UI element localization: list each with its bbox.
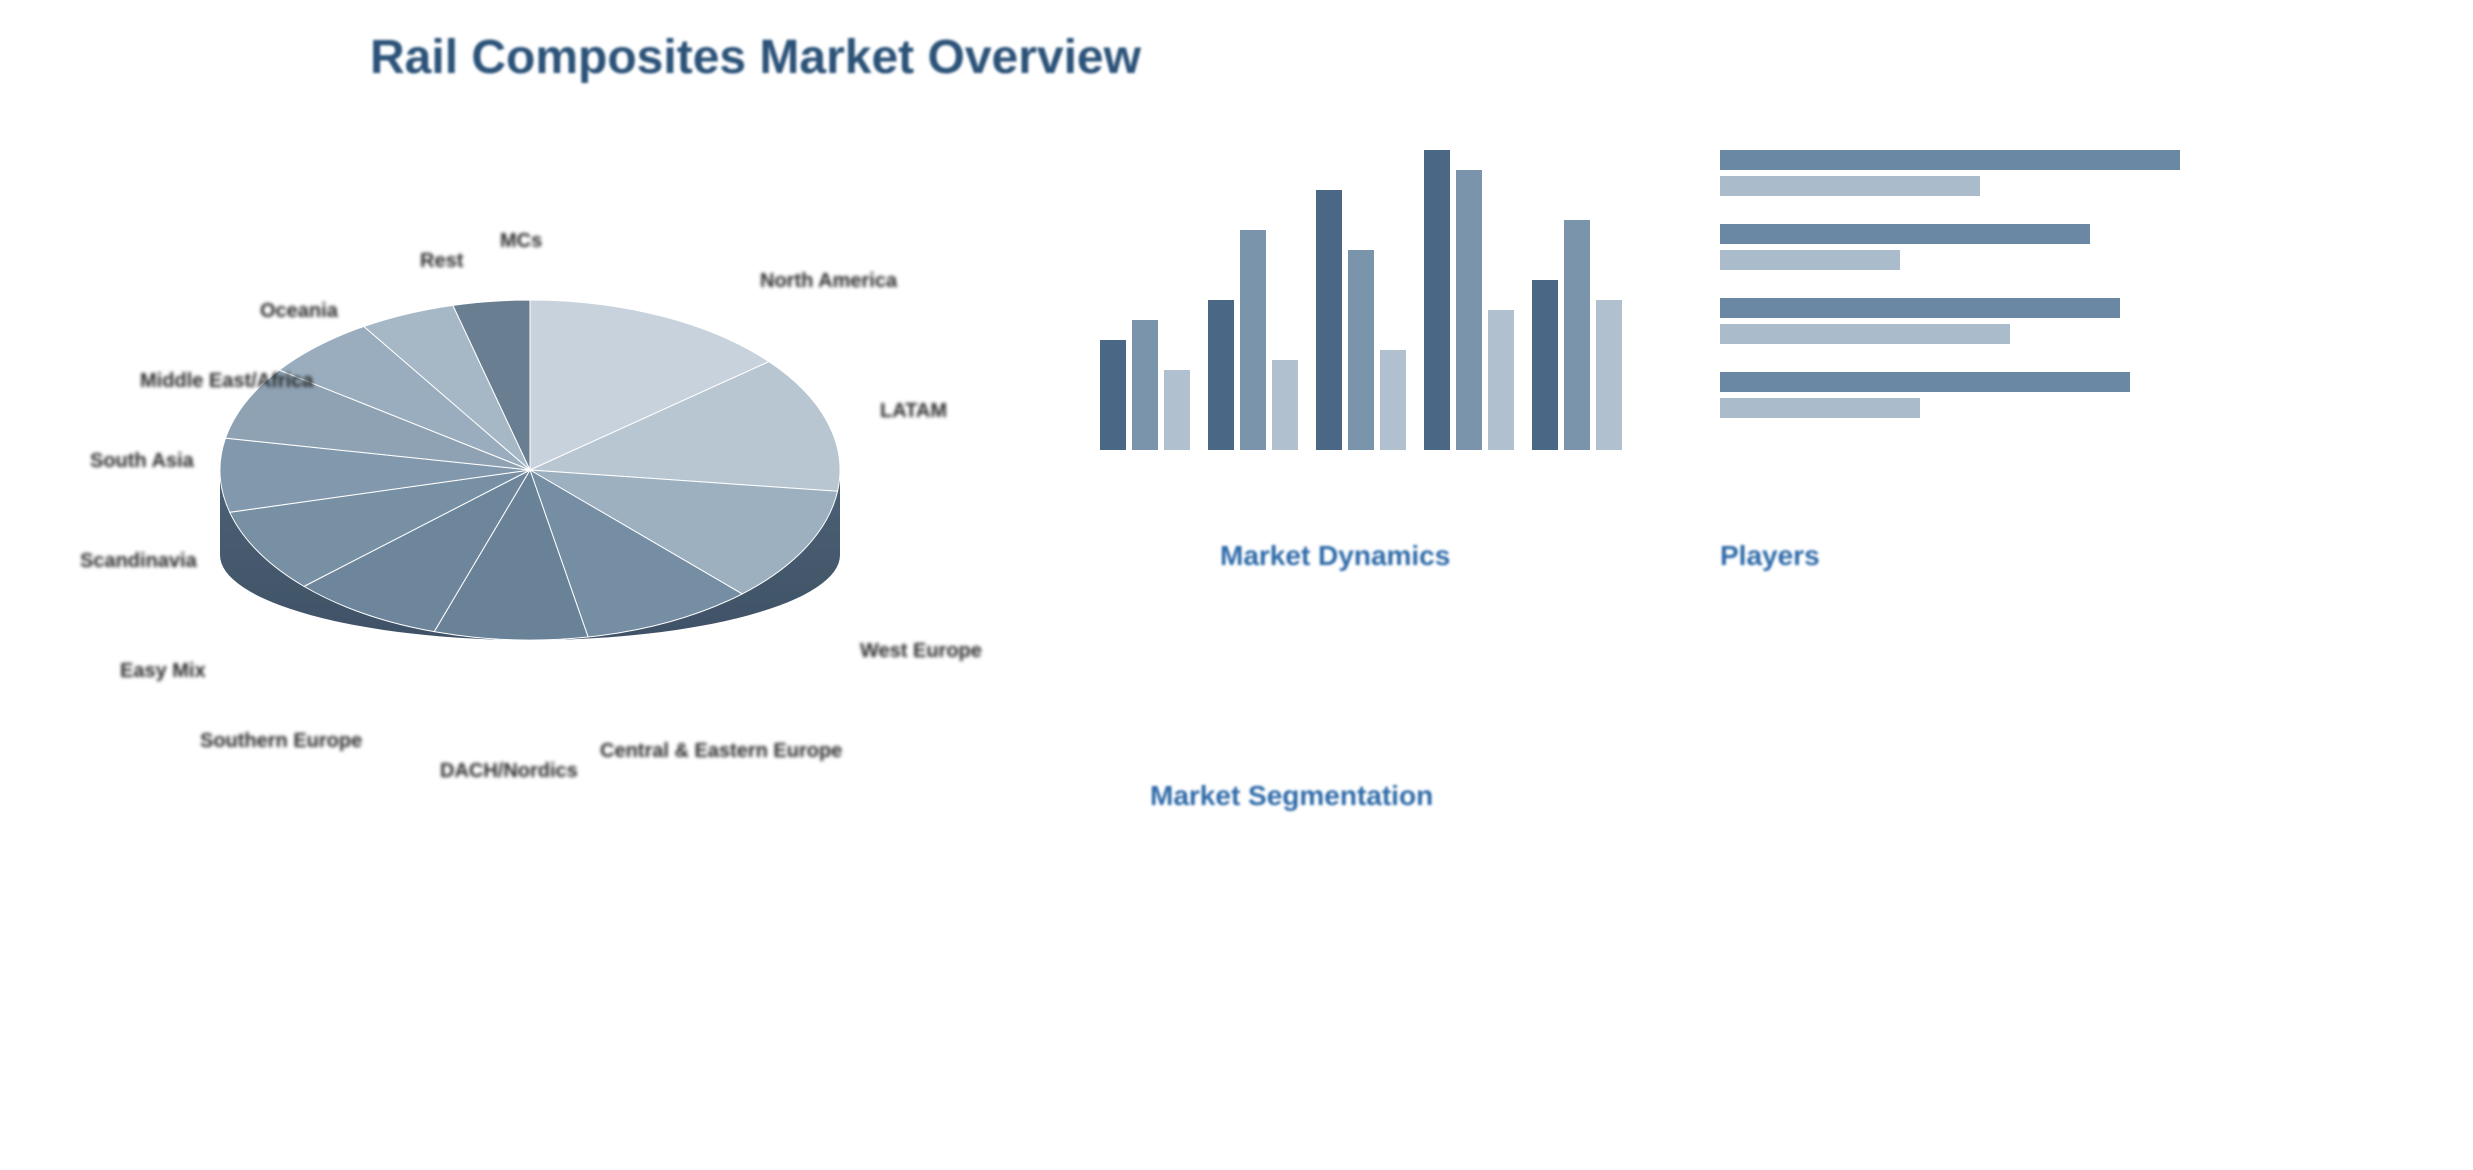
- page-title: Rail Composites Market Overview: [370, 30, 1141, 85]
- bar-chart-dynamics: [1100, 130, 1600, 450]
- label-players: Players: [1720, 540, 1820, 572]
- pie-chart-regions: MCsNorth AmericaLATAMWest EuropeCentral …: [80, 240, 980, 940]
- hbar: [1720, 398, 1920, 418]
- pie-top-svg: [220, 300, 840, 640]
- pie-slice-label: North America: [760, 270, 897, 293]
- bar: [1348, 250, 1374, 450]
- bar-group: [1424, 150, 1514, 450]
- hbar: [1720, 176, 1980, 196]
- pie-slice-label: West Europe: [860, 640, 982, 663]
- hbar-group: [1720, 298, 2220, 344]
- bar: [1208, 300, 1234, 450]
- hbar: [1720, 324, 2010, 344]
- pie-slice-label: Middle East/Africa: [140, 370, 313, 393]
- bar: [1132, 320, 1158, 450]
- pie-slice-label: Southern Europe: [200, 730, 362, 753]
- bar: [1564, 220, 1590, 450]
- hbar: [1720, 150, 2180, 170]
- pie-slice-label: Rest: [420, 250, 463, 273]
- bar-group: [1316, 190, 1406, 450]
- pie-slice-label: Oceania: [260, 300, 338, 323]
- pie-slice-label: Easy Mix: [120, 660, 206, 683]
- pie-slice-label: Scandinavia: [80, 550, 197, 573]
- bar: [1488, 310, 1514, 450]
- hbar: [1720, 298, 2120, 318]
- bar: [1316, 190, 1342, 450]
- pie-slice-label: LATAM: [880, 400, 947, 423]
- pie-slice-label: DACH/Nordics: [440, 760, 578, 783]
- bar: [1532, 280, 1558, 450]
- hbar-group: [1720, 150, 2220, 196]
- bar: [1424, 150, 1450, 450]
- bar-group: [1100, 320, 1190, 450]
- pie-slice-label: Central & Eastern Europe: [600, 740, 842, 763]
- hbar: [1720, 224, 2090, 244]
- label-market-segmentation: Market Segmentation: [1150, 780, 1433, 812]
- bar: [1100, 340, 1126, 450]
- hbar-chart-players: [1720, 150, 2220, 418]
- hbar-group: [1720, 372, 2220, 418]
- hbar-group: [1720, 224, 2220, 270]
- bar: [1240, 230, 1266, 450]
- bar: [1596, 300, 1622, 450]
- hbar: [1720, 250, 1900, 270]
- bar: [1380, 350, 1406, 450]
- bar-group: [1532, 220, 1622, 450]
- bar: [1456, 170, 1482, 450]
- bar-group: [1208, 230, 1298, 450]
- bar: [1164, 370, 1190, 450]
- hbar: [1720, 372, 2130, 392]
- pie-center-label: MCs: [500, 230, 542, 253]
- pie-slice-label: South Asia: [90, 450, 194, 473]
- bar: [1272, 360, 1298, 450]
- label-market-dynamics: Market Dynamics: [1220, 540, 1450, 572]
